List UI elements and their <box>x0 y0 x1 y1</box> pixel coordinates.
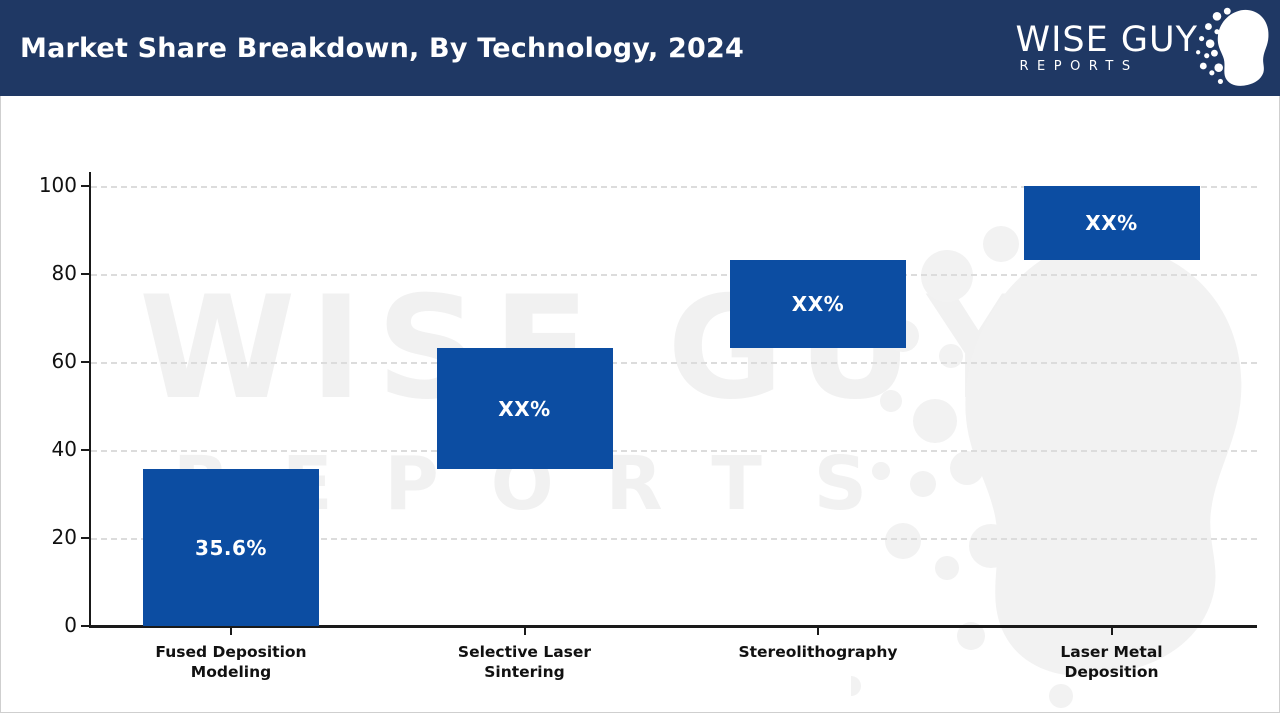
bar-2: XX% <box>436 347 613 470</box>
bar-value-label-4: XX% <box>1085 210 1138 235</box>
logo-head-icon <box>1196 7 1269 86</box>
y-tick-mark-80 <box>81 273 89 275</box>
y-axis-line <box>89 172 91 628</box>
x-category-label-1: Fused Deposition Modeling <box>155 643 307 682</box>
x-category-label-2: Selective Laser Sintering <box>457 643 592 682</box>
logo-wiseguy-text: WISE GUY <box>1015 20 1198 61</box>
y-tick-mark-20 <box>81 537 89 539</box>
gridline-y20 <box>91 538 1257 540</box>
logo-reports-text: REPORTS <box>1019 58 1139 74</box>
gridline-y60 <box>91 362 1257 364</box>
gridline-y80 <box>91 274 1257 276</box>
x-tick-mark-2 <box>523 628 526 635</box>
x-axis-line <box>89 625 1257 628</box>
y-tick-label-100: 100 <box>38 173 77 197</box>
y-tick-label-80: 80 <box>51 261 77 285</box>
x-tick-mark-3 <box>817 628 819 635</box>
wise-guy-reports-logo: WISE GUY REPORTS <box>1015 6 1280 90</box>
x-category-label-4: Laser Metal Deposition <box>1060 643 1163 682</box>
header-bar: Market Share Breakdown, By Technology, 2… <box>0 0 1280 96</box>
x-tick-mark-4 <box>1110 628 1113 635</box>
logo-text: WISE GUY REPORTS <box>1015 22 1198 74</box>
x-category-label-3: Stereolithography <box>738 643 898 661</box>
bar-value-label-1: 35.6% <box>195 535 267 560</box>
gridline-y40 <box>91 450 1257 452</box>
y-tick-mark-40 <box>81 449 89 451</box>
x-tick-mark-1 <box>230 628 232 635</box>
chart-area: WISE GUY REPORTS 0 20 40 60 80 100 35.6% Fused … <box>0 96 1280 713</box>
watermark-head-graphic <box>851 226 1242 708</box>
y-tick-label-0: 0 <box>64 613 77 637</box>
bar-4: XX% <box>1023 186 1200 260</box>
gridline-y100 <box>91 186 1257 188</box>
y-tick-mark-0 <box>81 625 89 627</box>
bar-value-label-3: XX% <box>791 291 845 316</box>
y-tick-label-40: 40 <box>51 437 77 461</box>
y-tick-label-20: 20 <box>51 525 77 549</box>
y-tick-label-60: 60 <box>51 349 77 373</box>
bar-value-label-2: XX% <box>498 396 551 421</box>
y-tick-mark-60 <box>81 361 89 363</box>
bar-1: 35.6% <box>143 469 319 626</box>
chart-title: Market Share Breakdown, By Technology, 2… <box>20 32 745 64</box>
bar-3: XX% <box>730 259 906 348</box>
y-tick-mark-100 <box>81 185 89 187</box>
